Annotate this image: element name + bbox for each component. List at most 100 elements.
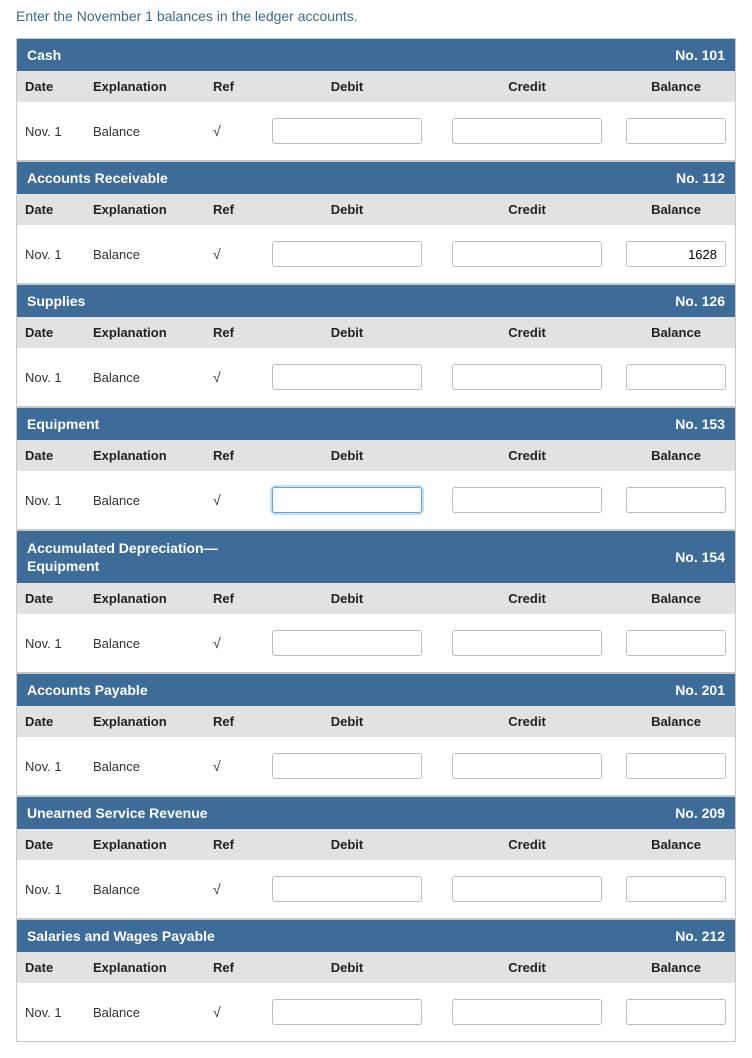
credit-input[interactable] [452,487,602,513]
column-header-date: Date [17,583,85,614]
column-header-explanation: Explanation [85,706,205,737]
account-name: Accumulated Depreciation—Equipment [27,539,218,575]
column-header-explanation: Explanation [85,952,205,983]
account-name: Accounts Payable [27,682,148,698]
column-header-debit: Debit [257,71,437,102]
column-header-date: Date [17,952,85,983]
column-header-balance: Balance [617,829,735,860]
account-header: Salaries and Wages PayableNo. 212 [17,920,735,952]
ledger-account: Salaries and Wages PayableNo. 212DateExp… [16,919,736,1042]
column-header-row: DateExplanationRefDebitCreditBalance [17,194,735,225]
balance-input[interactable] [626,876,726,902]
cell-credit [437,993,617,1031]
credit-input[interactable] [452,118,602,144]
cell-debit [257,747,437,785]
cell-debit [257,870,437,908]
column-header-balance: Balance [617,440,735,471]
account-name: Supplies [27,293,85,309]
column-header-ref: Ref [205,194,257,225]
debit-input[interactable] [272,876,422,902]
debit-input[interactable] [272,630,422,656]
column-header-debit: Debit [257,706,437,737]
column-header-debit: Debit [257,952,437,983]
cell-credit [437,624,617,662]
column-header-row: DateExplanationRefDebitCreditBalance [17,71,735,102]
cell-date: Nov. 1 [17,241,85,268]
cell-explanation: Balance [85,118,205,145]
column-header-explanation: Explanation [85,583,205,614]
instruction-text: Enter the November 1 balances in the led… [16,0,736,38]
account-number: No. 112 [676,170,725,186]
column-header-balance: Balance [617,952,735,983]
account-number: No. 209 [675,805,725,821]
column-header-explanation: Explanation [85,829,205,860]
credit-input[interactable] [452,241,602,267]
column-header-credit: Credit [437,71,617,102]
credit-input[interactable] [452,876,602,902]
ledger-account: CashNo. 101DateExplanationRefDebitCredit… [16,38,736,161]
ledger-account: Accounts Payable No. 201 DateExplanationRe… [16,673,736,796]
column-header-debit: Debit [257,317,437,348]
balance-input[interactable] [626,630,726,656]
cell-balance [617,870,735,908]
cell-ref: √ [205,752,257,780]
column-header-credit: Credit [437,194,617,225]
account-number: No. 201 [675,682,725,698]
cell-debit [257,624,437,662]
column-header-debit: Debit [257,583,437,614]
account-name: Salaries and Wages Payable [27,928,215,944]
debit-input[interactable] [272,753,422,779]
column-header-balance: Balance [617,194,735,225]
cell-credit [437,747,617,785]
column-header-ref: Ref [205,706,257,737]
column-header-date: Date [17,317,85,348]
cell-date: Nov. 1 [17,753,85,780]
cell-explanation: Balance [85,241,205,268]
debit-input[interactable] [272,487,422,513]
column-header-balance: Balance [617,583,735,614]
debit-input[interactable] [272,118,422,144]
column-header-ref: Ref [205,71,257,102]
balance-input[interactable] [626,999,726,1025]
cell-debit [257,358,437,396]
column-header-credit: Credit [437,706,617,737]
debit-input[interactable] [272,999,422,1025]
balance-input[interactable] [626,487,726,513]
credit-input[interactable] [452,753,602,779]
ledger-account: Accounts ReceivableNo. 112DateExplanatio… [16,161,736,284]
cell-credit [437,235,617,273]
cell-balance [617,481,735,519]
debit-input[interactable] [272,364,422,390]
ledger-row: Nov. 1Balance√ [17,348,735,406]
ledger-row: Nov. 1Balance√ [17,614,735,672]
column-header-ref: Ref [205,829,257,860]
credit-input[interactable] [452,999,602,1025]
balance-input[interactable] [626,241,726,267]
cell-ref: √ [205,363,257,391]
cell-balance [617,624,735,662]
cell-date: Nov. 1 [17,999,85,1026]
cell-date: Nov. 1 [17,876,85,903]
balance-input[interactable] [626,364,726,390]
cell-balance [617,358,735,396]
column-header-date: Date [17,706,85,737]
cell-date: Nov. 1 [17,364,85,391]
cell-debit [257,235,437,273]
cell-balance [617,112,735,150]
cell-ref: √ [205,875,257,903]
credit-input[interactable] [452,630,602,656]
debit-input[interactable] [272,241,422,267]
account-name: Unearned Service Revenue [27,805,208,821]
balance-input[interactable] [626,753,726,779]
column-header-balance: Balance [617,71,735,102]
column-header-credit: Credit [437,952,617,983]
credit-input[interactable] [452,364,602,390]
account-header: EquipmentNo. 153 [17,408,735,440]
cell-credit [437,481,617,519]
account-name: Equipment [27,416,99,432]
balance-input[interactable] [626,118,726,144]
ledger-account: Accumulated Depreciation—EquipmentNo. 15… [16,530,736,673]
cell-balance [617,235,735,273]
column-header-explanation: Explanation [85,71,205,102]
cell-debit [257,481,437,519]
